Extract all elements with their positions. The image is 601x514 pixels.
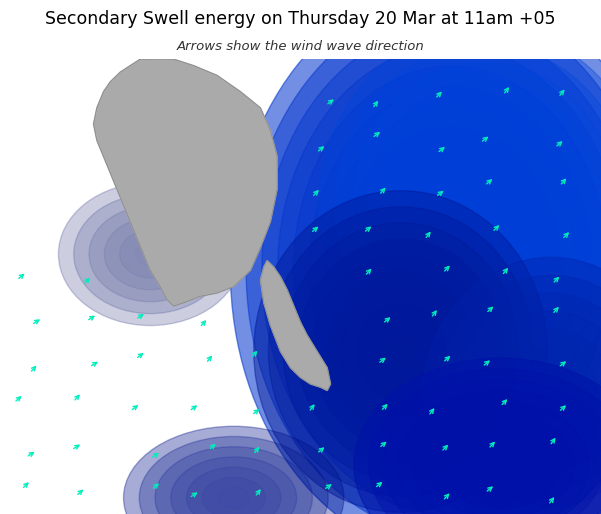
Ellipse shape: [454, 293, 601, 507]
Ellipse shape: [171, 457, 297, 514]
Ellipse shape: [383, 379, 601, 514]
Ellipse shape: [401, 116, 567, 295]
Ellipse shape: [269, 207, 533, 497]
Ellipse shape: [203, 478, 265, 514]
Ellipse shape: [457, 433, 545, 498]
Ellipse shape: [319, 27, 601, 384]
Ellipse shape: [74, 194, 227, 314]
Ellipse shape: [325, 107, 577, 434]
Ellipse shape: [278, 46, 601, 495]
Ellipse shape: [254, 191, 548, 512]
Ellipse shape: [356, 148, 545, 393]
Ellipse shape: [487, 329, 601, 472]
Ellipse shape: [139, 436, 328, 514]
Ellipse shape: [283, 223, 518, 480]
Ellipse shape: [398, 390, 601, 514]
Ellipse shape: [442, 423, 560, 508]
Polygon shape: [260, 261, 331, 391]
Text: Arrows show the wind wave direction: Arrows show the wind wave direction: [177, 40, 424, 52]
Ellipse shape: [155, 447, 313, 514]
Ellipse shape: [186, 467, 281, 514]
Ellipse shape: [309, 86, 593, 454]
Ellipse shape: [356, 303, 445, 400]
Ellipse shape: [298, 239, 504, 464]
Ellipse shape: [413, 401, 589, 514]
Ellipse shape: [124, 426, 344, 514]
Ellipse shape: [427, 412, 575, 514]
Ellipse shape: [293, 66, 601, 474]
Ellipse shape: [327, 271, 474, 432]
Ellipse shape: [435, 152, 534, 259]
Ellipse shape: [368, 80, 600, 331]
Ellipse shape: [230, 0, 601, 514]
Ellipse shape: [58, 182, 242, 325]
Ellipse shape: [246, 5, 601, 514]
Ellipse shape: [342, 287, 459, 416]
Ellipse shape: [341, 127, 561, 413]
Ellipse shape: [423, 258, 601, 514]
Ellipse shape: [89, 207, 212, 302]
Ellipse shape: [439, 275, 601, 514]
Ellipse shape: [388, 189, 514, 352]
Ellipse shape: [418, 134, 551, 277]
Ellipse shape: [502, 346, 599, 454]
Ellipse shape: [335, 45, 601, 366]
Text: Secondary Swell energy on Thursday 20 Mar at 11am +05: Secondary Swell energy on Thursday 20 Ma…: [45, 10, 556, 28]
Ellipse shape: [262, 25, 601, 514]
Ellipse shape: [368, 369, 601, 514]
Ellipse shape: [385, 98, 584, 313]
Ellipse shape: [352, 62, 601, 348]
Ellipse shape: [313, 255, 489, 448]
Ellipse shape: [471, 311, 601, 490]
Ellipse shape: [105, 218, 196, 290]
Polygon shape: [94, 59, 277, 306]
Ellipse shape: [403, 209, 498, 332]
Ellipse shape: [519, 364, 583, 436]
Ellipse shape: [372, 168, 529, 373]
Ellipse shape: [354, 358, 601, 514]
